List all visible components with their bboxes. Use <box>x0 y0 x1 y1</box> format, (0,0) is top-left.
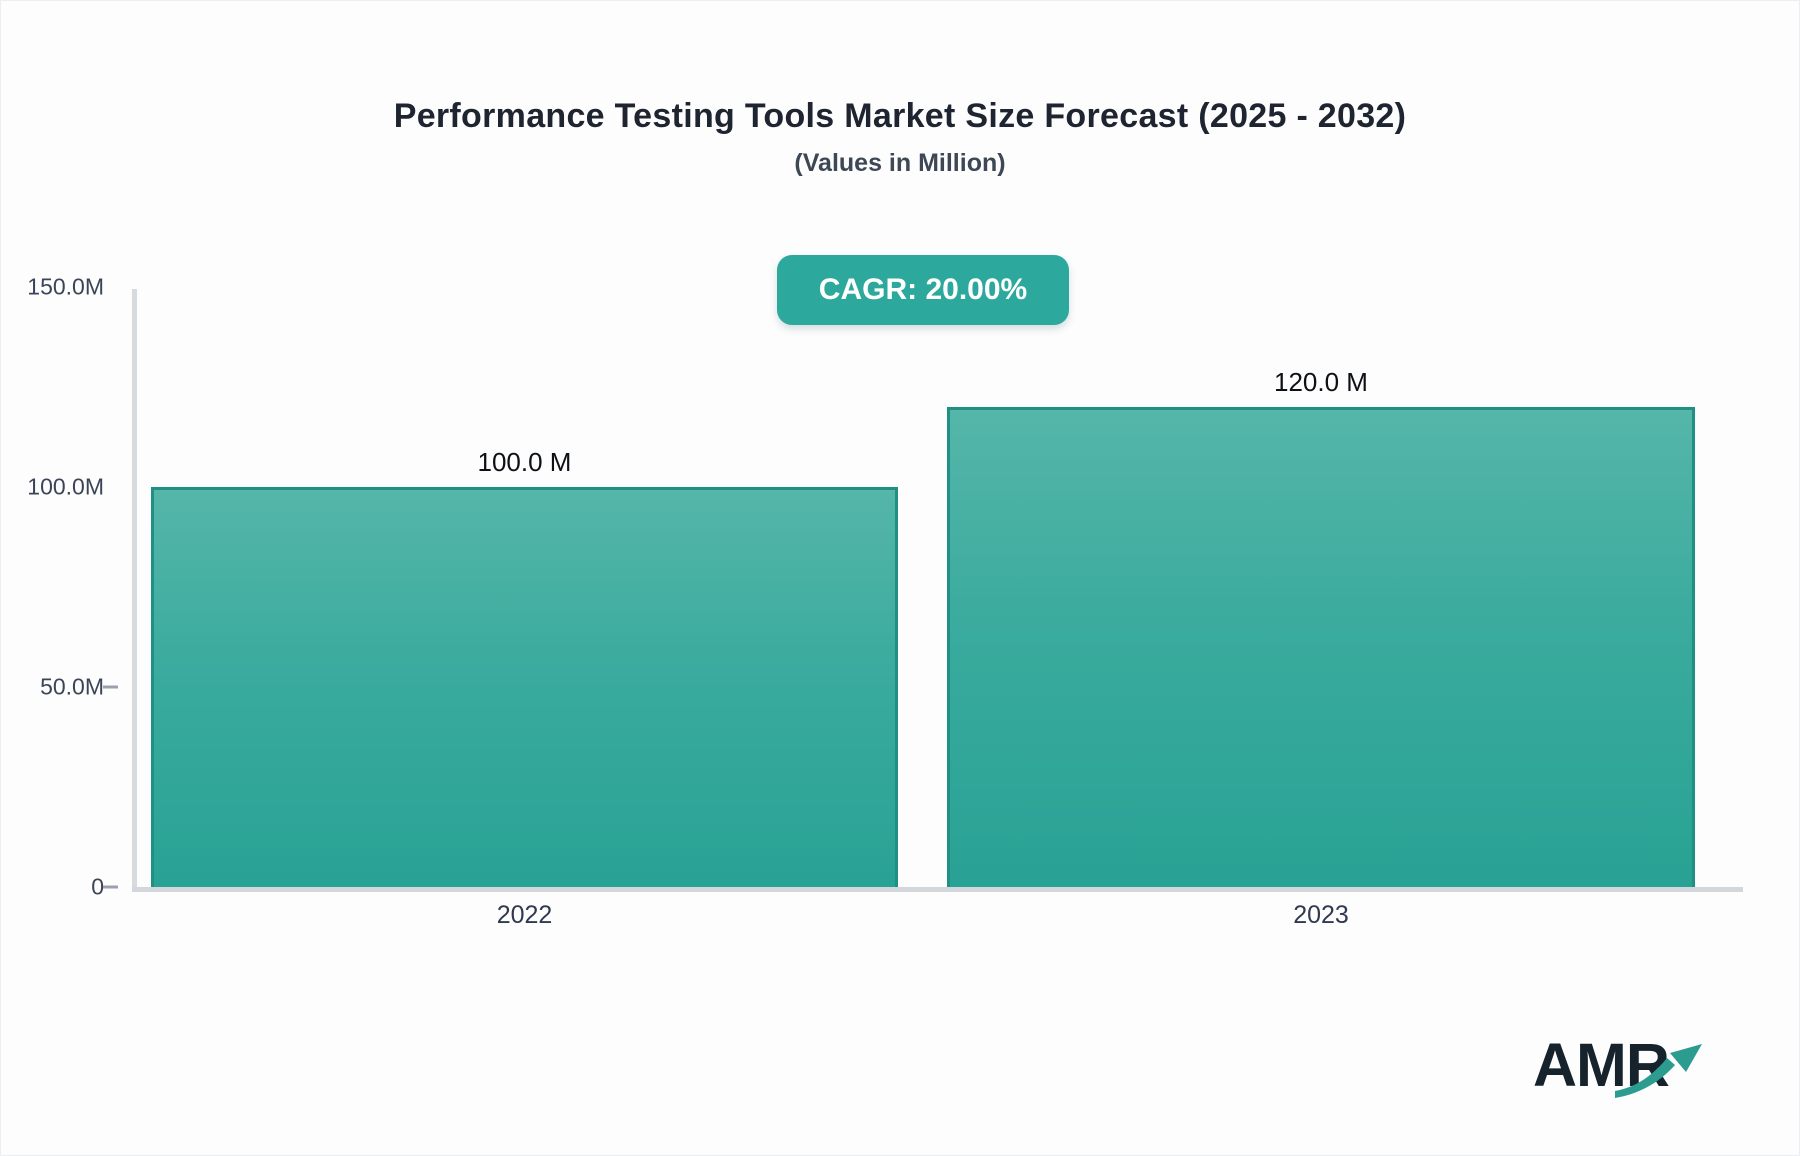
trend-up-arrow-icon <box>1615 1044 1702 1098</box>
cagr-badge: CAGR: 20.00% <box>777 255 1069 325</box>
y-tick-mark-50 <box>103 685 118 689</box>
bar-fill-2023 <box>947 407 1695 887</box>
plot-area: 150.0M 100.0M 50.0M 0 100.0 M 120.0 M 20… <box>27 274 1743 929</box>
y-tick-mark-0 <box>103 885 118 889</box>
amr-logo: AMR <box>1533 1035 1723 1115</box>
x-axis-baseline <box>132 887 1743 892</box>
y-tick-label-50: 50.0M <box>40 673 104 700</box>
x-tick-label-2022: 2022 <box>496 901 553 929</box>
y-tick-label-150: 150.0M <box>27 273 104 300</box>
bar-value-label-2023: 120.0 M <box>1274 367 1368 397</box>
x-tick-label-2023: 2023 <box>1293 901 1349 929</box>
chart-subtitle: (Values in Million) <box>794 149 1006 177</box>
bar-2022: 100.0 M <box>151 447 898 887</box>
bar-2023: 120.0 M <box>947 367 1695 887</box>
y-tick-label-100: 100.0M <box>27 473 104 500</box>
y-tick-label-0: 0 <box>91 873 104 900</box>
bar-fill-2022 <box>151 487 898 887</box>
chart-title: Performance Testing Tools Market Size Fo… <box>393 97 1407 135</box>
bar-value-label-2022: 100.0 M <box>477 447 572 477</box>
y-axis-line <box>132 289 137 889</box>
